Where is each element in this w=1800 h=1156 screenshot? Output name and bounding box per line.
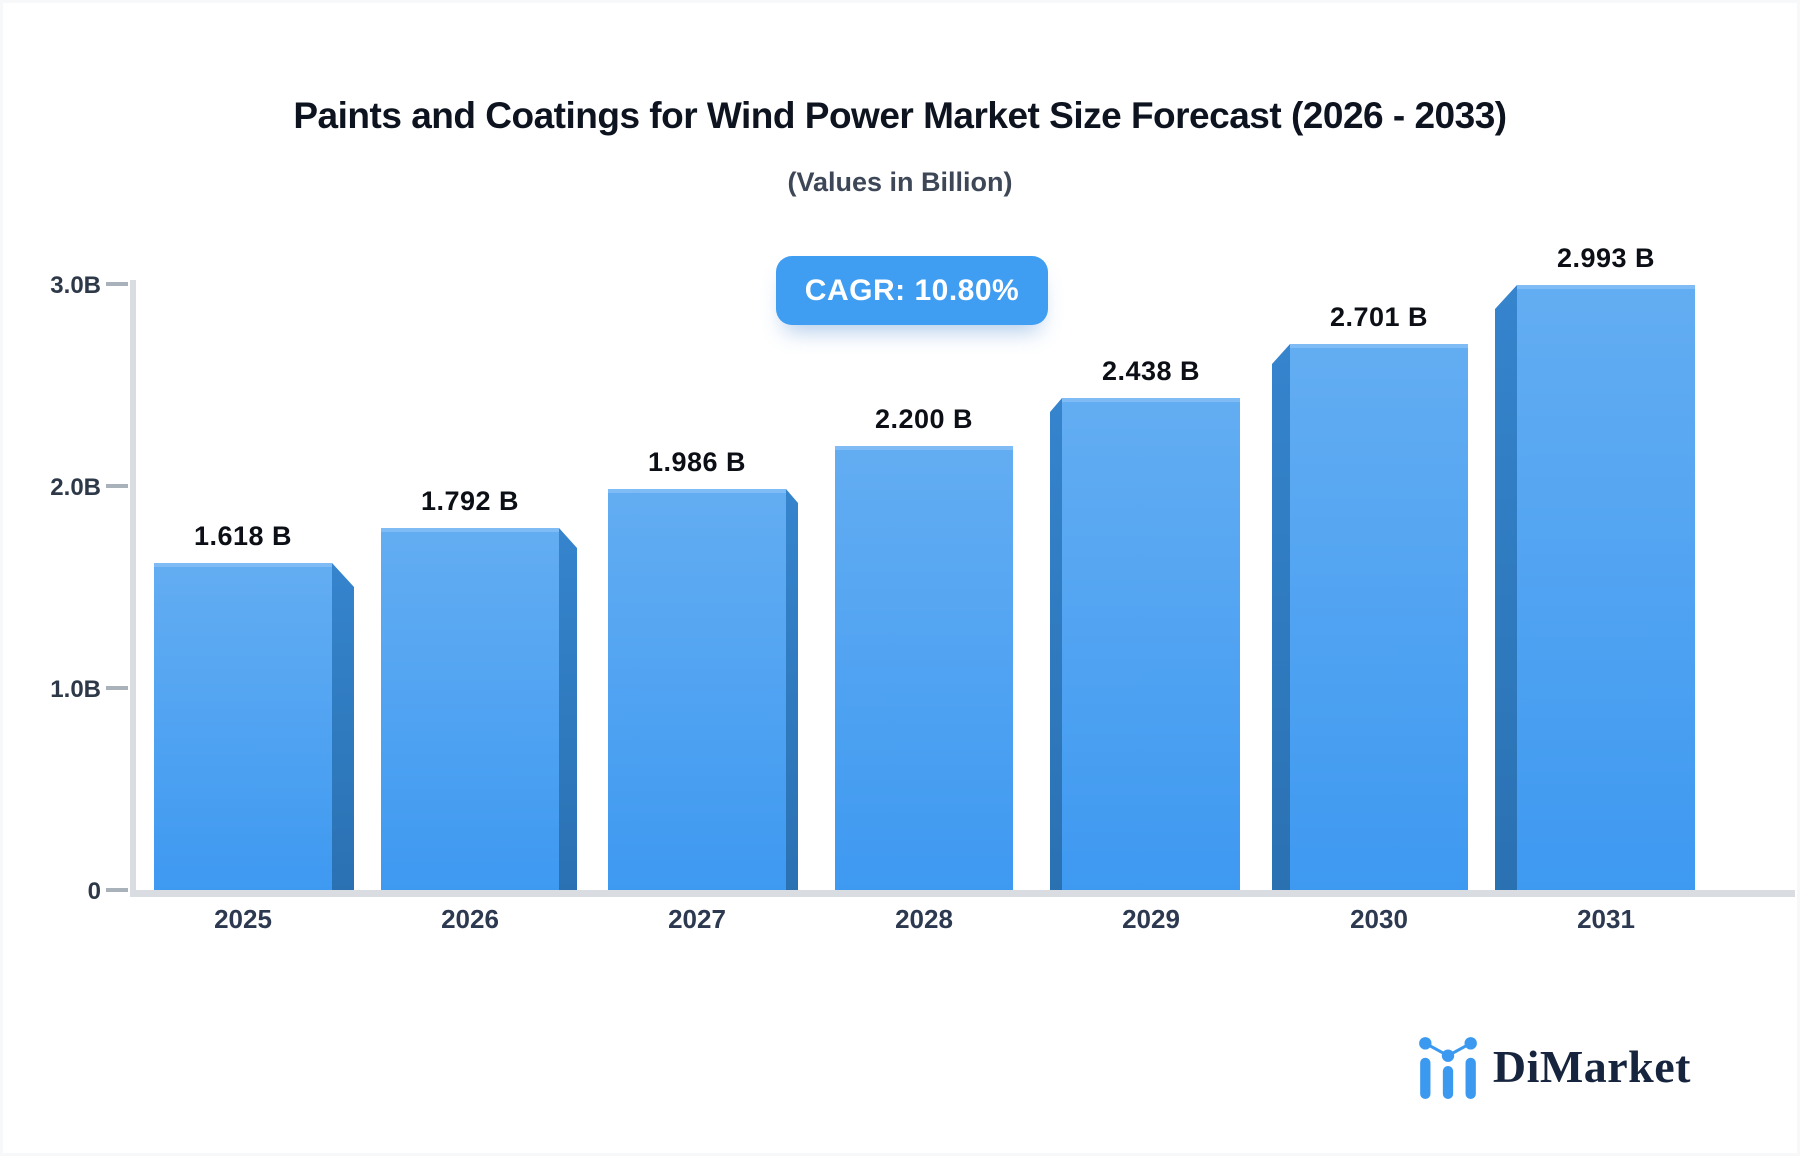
bar-2026: 1.792 B [381,486,577,893]
bar-face [1290,344,1468,893]
chart-subtitle: (Values in Billion) [787,167,1013,197]
bar-value-label: 2.438 B [1102,356,1200,386]
x-category-label: 2028 [895,904,953,934]
bar-2027: 1.986 B [608,447,798,893]
bar-face [381,528,559,893]
bar-side-face [1495,285,1517,893]
bar-value-label: 1.792 B [421,486,519,516]
bar-value-label: 1.618 B [194,521,292,551]
brand-logo: DiMarket [1417,1033,1691,1099]
bar-face [608,489,786,893]
y-tick-label: 2.0B [50,474,101,501]
bar-top-highlight [835,446,1013,450]
bar-side-face [559,528,577,893]
y-tick [106,282,128,286]
x-category-label: 2029 [1122,904,1180,934]
bar-value-label: 2.701 B [1330,302,1428,332]
bar-2028: 2.200 B [835,404,1013,893]
bar-top-highlight [154,563,332,567]
bar-2031: 2.993 B [1495,243,1695,893]
bar-side-face [332,563,354,893]
bar-2030: 2.701 B [1272,302,1468,893]
bar-face [154,563,332,893]
x-category-label: 2030 [1350,904,1408,934]
bar-value-label: 2.993 B [1557,243,1655,273]
y-tick-label: 1.0B [50,676,101,703]
bar-top-highlight [381,528,559,532]
bar-face [1517,285,1695,893]
bar-2025: 1.618 B [154,521,354,893]
y-axis-line [130,280,136,897]
y-tick [106,686,128,690]
bar-side-face [1050,398,1062,893]
x-category-label: 2027 [668,904,726,934]
bar-top-highlight [1290,344,1468,348]
bar-face [835,446,1013,893]
x-axis-line [130,890,1795,897]
bar-top-highlight [1517,285,1695,289]
y-tick-label: 3.0B [50,272,101,299]
y-tick [106,484,128,488]
bar-2029: 2.438 B [1050,356,1240,893]
bar-value-label: 1.986 B [648,447,746,477]
cagr-badge: CAGR: 10.80% [776,256,1048,325]
x-category-label: 2031 [1577,904,1635,934]
y-tick [106,888,128,892]
brand-logo-text: DiMarket [1492,1040,1691,1092]
bar-value-label: 2.200 B [875,404,973,434]
bar-side-face [1272,344,1290,893]
bar-top-highlight [1062,398,1240,402]
page-title: Paints and Coatings for Wind Power Marke… [293,95,1507,136]
cagr-badge-label: CAGR: 10.80% [804,273,1020,307]
bar-chart: 0 1.0B 2.0B 3.0B 1.618 B 1.792 B 1.986 B 2.200 … [50,243,1795,934]
bar-face [1062,398,1240,893]
x-category-label: 2026 [441,904,499,934]
x-category-label: 2025 [214,904,272,934]
y-tick-label: 0 [88,878,101,905]
bar-top-highlight [608,489,786,493]
bar-side-face [786,489,798,893]
bar-chart-with-dots-icon [1418,1037,1477,1099]
